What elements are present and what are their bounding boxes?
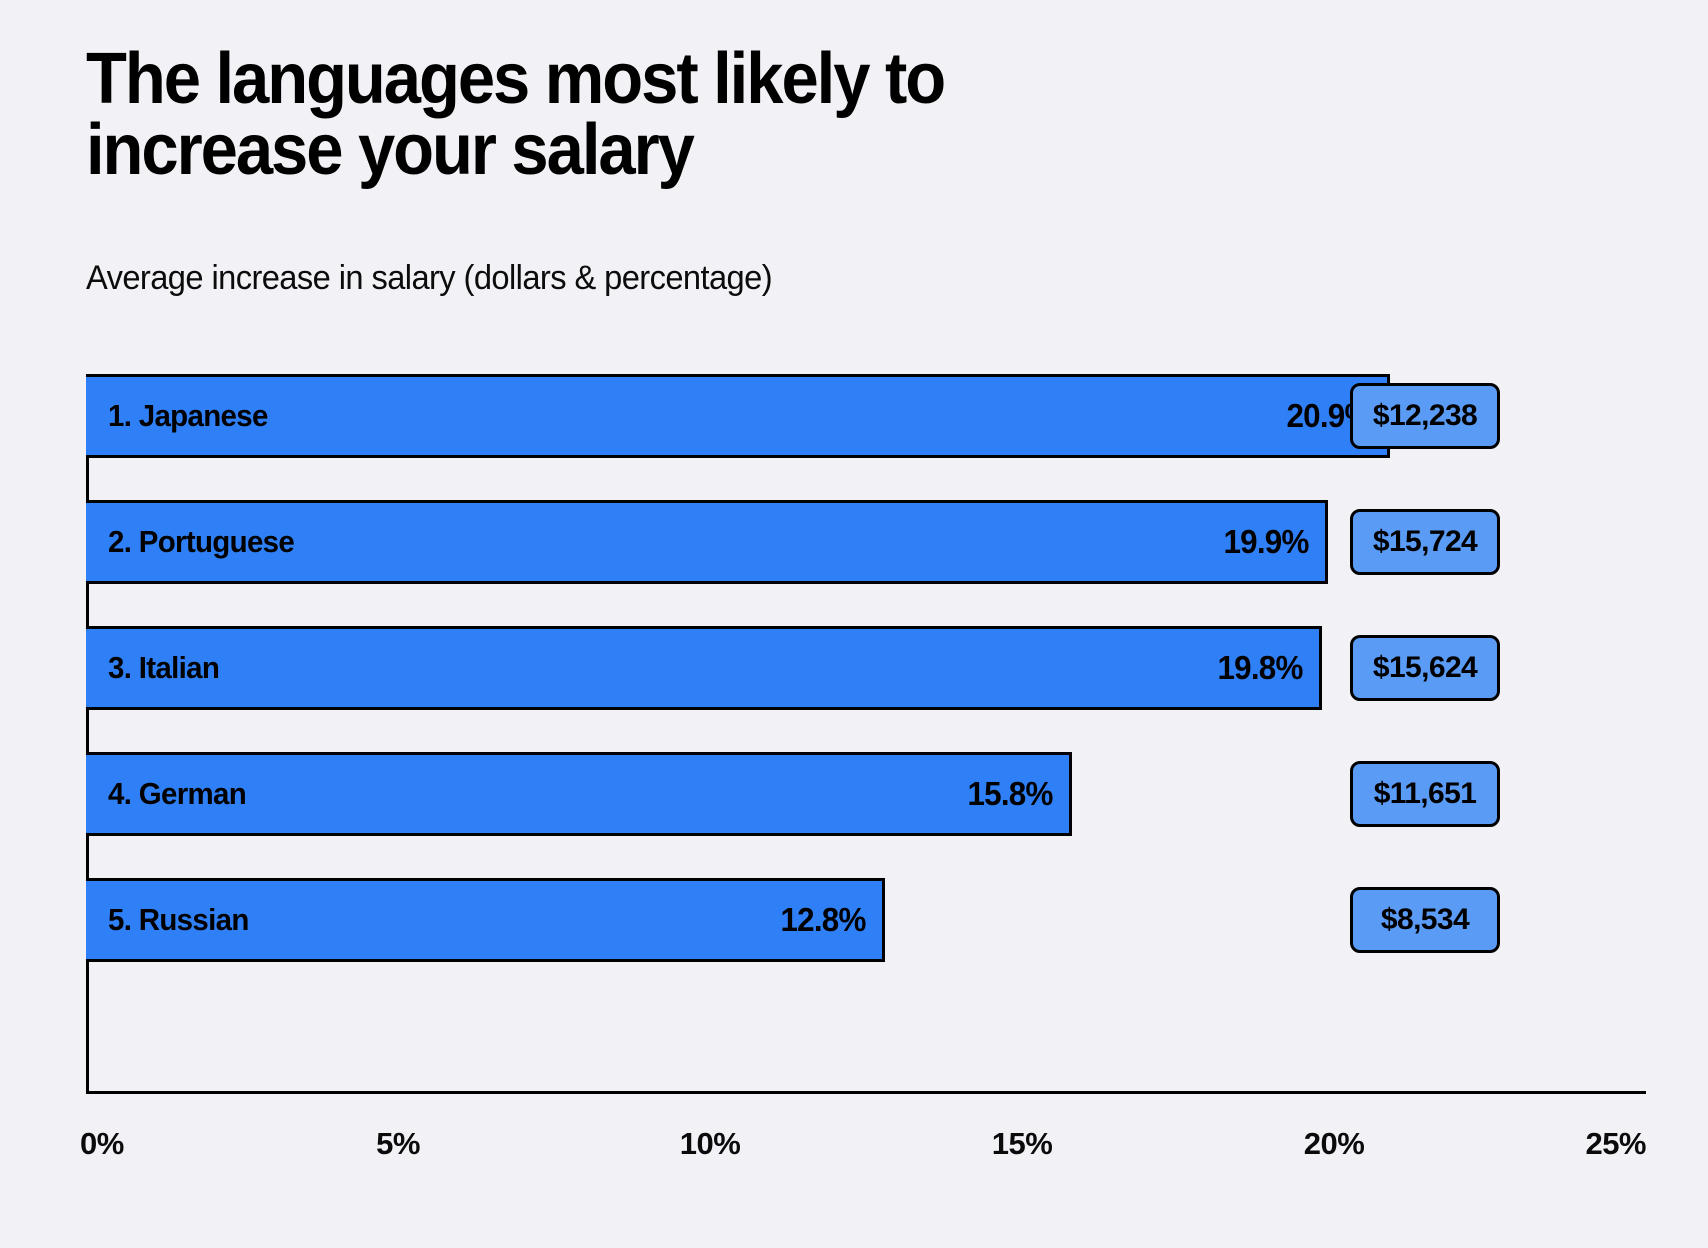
bar-row: 5. Russian 12.8% $8,534 [86,878,1646,962]
x-tick-label: 25% [1585,1126,1646,1161]
x-tick-label: 10% [679,1126,741,1161]
dollar-badge[interactable]: $15,724 [1350,509,1500,575]
bar-category-label: 5. Russian [108,902,249,937]
x-tick-label: 0% [80,1126,124,1161]
dollar-badge[interactable]: $15,624 [1350,635,1500,701]
bar-value-label: 19.8% [1217,649,1303,686]
x-axis-ticks: 0% 5% 10% 15% 20% 25% [80,1126,1646,1186]
bar-row: 2. Portuguese 19.9% $15,724 [86,500,1646,584]
chart-subtitle: Average increase in salary (dollars & pe… [86,259,773,297]
bar-value-label: 12.8% [780,901,867,938]
bar-category-label: 3. Italian [108,650,220,685]
bar[interactable]: 1. Japanese 20.9% [86,374,1391,458]
x-axis-line [86,1091,1646,1094]
bar-category-label: 2. Portuguese [108,524,295,559]
bar-rows: 1. Japanese 20.9% $12,238 2. Portuguese 19.9… [86,374,1646,1091]
bar-row: 4. German 15.8% $11,651 [86,752,1646,836]
bar-category-label: 4. German [108,776,247,811]
bar-value-label: 19.9% [1223,523,1310,560]
x-tick-label: 20% [1303,1126,1365,1161]
x-tick-label: 5% [376,1126,420,1161]
bar-category-label: 1. Japanese [108,398,268,433]
dollar-badge[interactable]: $11,651 [1350,761,1500,827]
x-tick-label: 15% [991,1126,1053,1161]
bar-value-label: 15.8% [967,775,1054,812]
plot-area: 1. Japanese 20.9% $12,238 2. Portuguese 19.9… [86,374,1646,1094]
dollar-badge[interactable]: $12,238 [1350,383,1500,449]
dollar-badge[interactable]: $8,534 [1350,887,1500,953]
bar[interactable]: 3. Italian 19.8% [86,626,1322,710]
page-title: The languages most likely to increase yo… [86,39,946,190]
bar[interactable]: 2. Portuguese 19.9% [86,500,1328,584]
chart-header: The languages most likely to increase yo… [86,39,1286,297]
bar[interactable]: 5. Russian 12.8% [86,878,885,962]
bar[interactable]: 4. German 15.8% [86,752,1072,836]
bar-chart: 1. Japanese 20.9% $12,238 2. Portuguese 19.9… [80,374,1646,1161]
bar-row: 3. Italian 19.8% $15,624 [86,626,1646,710]
bar-row: 1. Japanese 20.9% $12,238 [86,374,1646,458]
y-axis-line [86,374,89,1094]
